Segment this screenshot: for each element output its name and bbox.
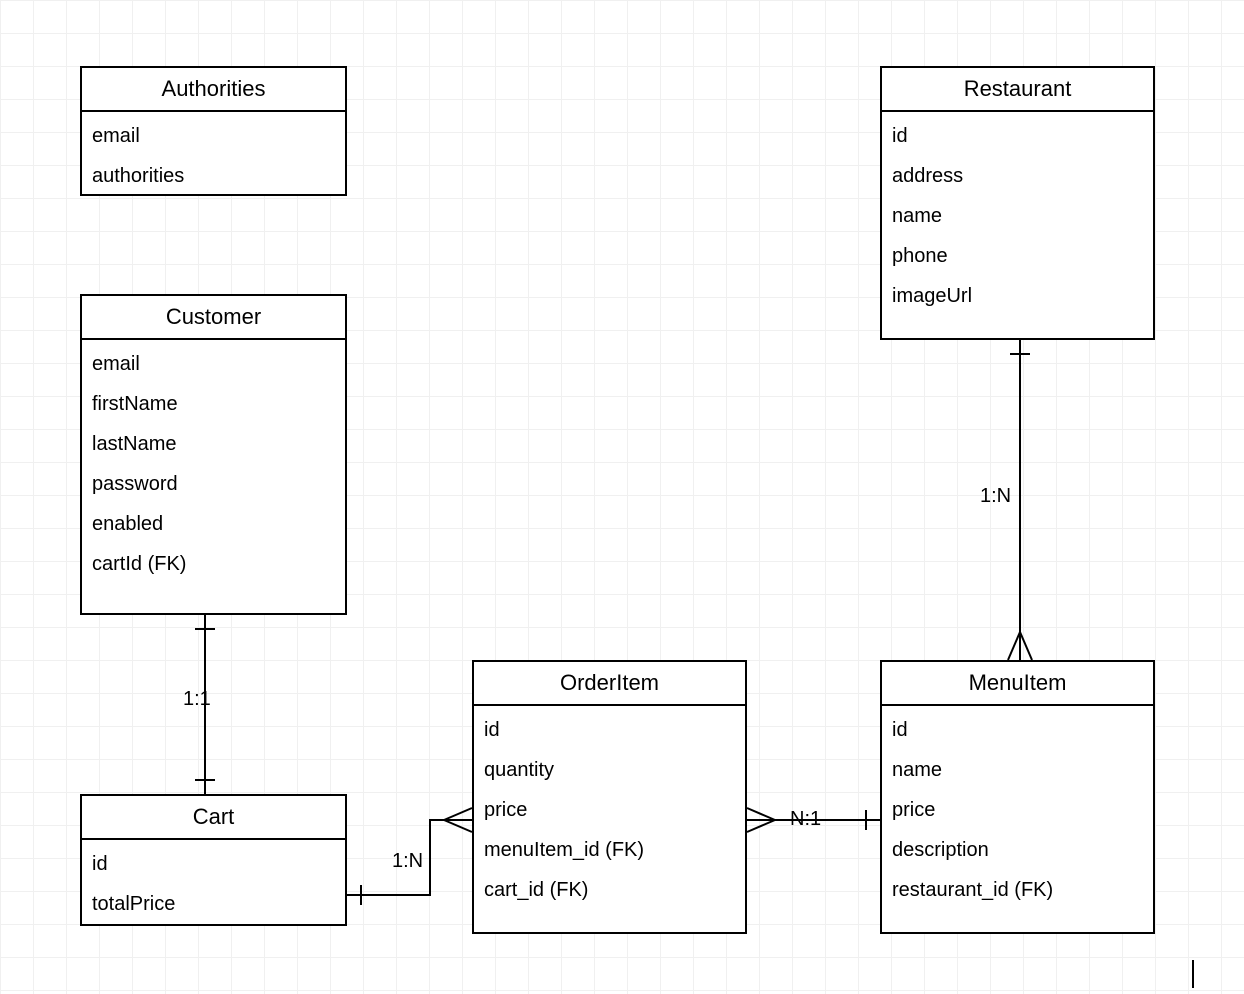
entity-menuitem[interactable]: MenuItemidnamepricedescriptionrestaurant…: [880, 660, 1155, 934]
entity-restaurant[interactable]: RestaurantidaddressnamephoneimageUrl: [880, 66, 1155, 340]
entity-attr: email: [82, 116, 345, 156]
entity-title: Authorities: [82, 68, 345, 112]
entity-attr: price: [882, 790, 1153, 830]
entity-attr: id: [82, 844, 345, 884]
relationship-label: 1:N: [980, 485, 1011, 508]
relationship-label: 1:N: [392, 850, 423, 873]
entity-attr: name: [882, 750, 1153, 790]
entity-attr: price: [474, 790, 745, 830]
entity-attrs: emailfirstNamelastNamepasswordenabledcar…: [82, 340, 345, 588]
entity-attrs: idnamepricedescriptionrestaurant_id (FK): [882, 706, 1153, 914]
entity-attrs: idquantitypricemenuItem_id (FK)cart_id (…: [474, 706, 745, 914]
entity-attr: password: [82, 464, 345, 504]
entity-attr: totalPrice: [82, 884, 345, 924]
entity-attr: cart_id (FK): [474, 870, 745, 910]
entity-attrs: idaddressnamephoneimageUrl: [882, 112, 1153, 320]
entity-attr: phone: [882, 236, 1153, 276]
entity-attr: id: [882, 116, 1153, 156]
entity-authorities[interactable]: Authoritiesemailauthorities: [80, 66, 347, 196]
entity-title: Cart: [82, 796, 345, 840]
entity-attr: description: [882, 830, 1153, 870]
entity-attr: firstName: [82, 384, 345, 424]
relationship-label: 1:1: [183, 688, 211, 711]
entity-title: MenuItem: [882, 662, 1153, 706]
entity-attrs: idtotalPrice: [82, 840, 345, 928]
entity-attr: address: [882, 156, 1153, 196]
entity-attr: enabled: [82, 504, 345, 544]
entity-orderitem[interactable]: OrderItemidquantitypricemenuItem_id (FK)…: [472, 660, 747, 934]
entity-attr: name: [882, 196, 1153, 236]
entity-attr: quantity: [474, 750, 745, 790]
entity-title: Customer: [82, 296, 345, 340]
entity-attr: imageUrl: [882, 276, 1153, 316]
entity-attr: lastName: [82, 424, 345, 464]
entity-title: Restaurant: [882, 68, 1153, 112]
entity-attr: cartId (FK): [82, 544, 345, 584]
text-cursor: [1192, 960, 1194, 988]
entity-cart[interactable]: CartidtotalPrice: [80, 794, 347, 926]
entity-attr: menuItem_id (FK): [474, 830, 745, 870]
entity-attr: id: [474, 710, 745, 750]
entity-title: OrderItem: [474, 662, 745, 706]
entity-attr: email: [82, 344, 345, 384]
entity-attrs: emailauthorities: [82, 112, 345, 200]
relationship-label: N:1: [790, 808, 821, 831]
entity-attr: restaurant_id (FK): [882, 870, 1153, 910]
entity-attr: id: [882, 710, 1153, 750]
entity-attr: authorities: [82, 156, 345, 196]
entity-customer[interactable]: CustomeremailfirstNamelastNamepassworden…: [80, 294, 347, 615]
